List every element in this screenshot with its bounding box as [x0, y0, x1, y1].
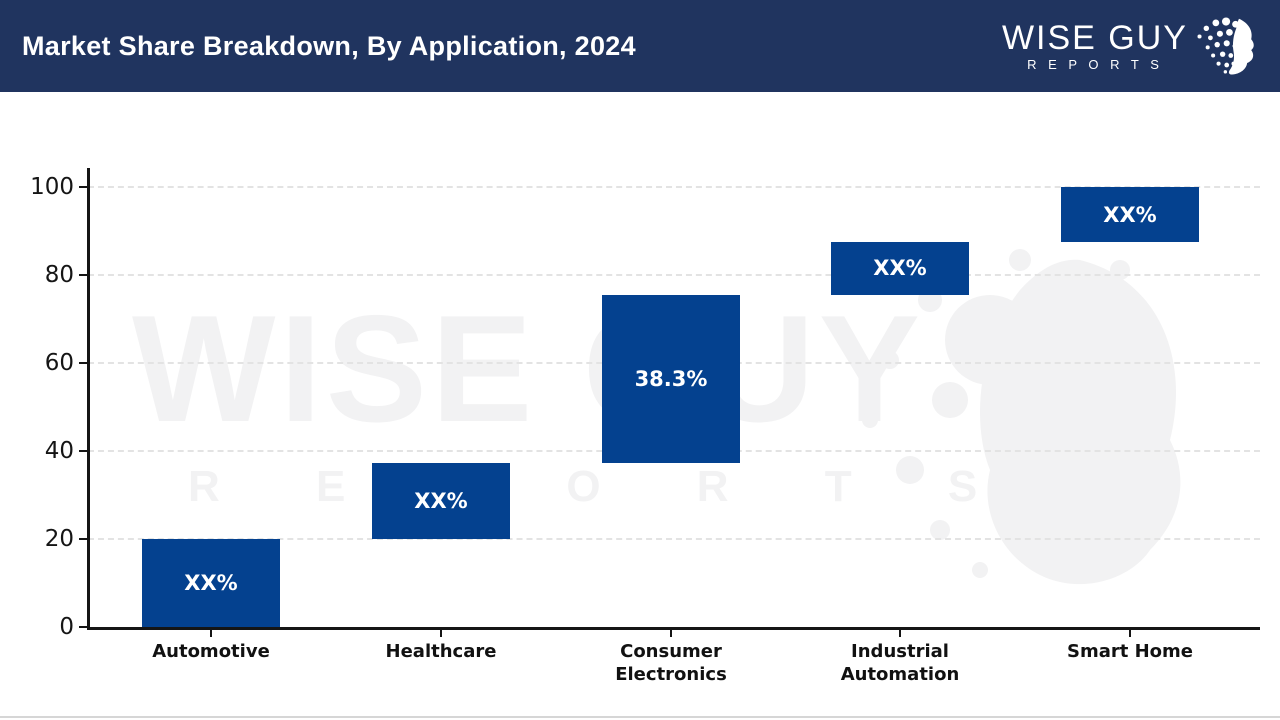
chart-title: Market Share Breakdown, By Application, …	[22, 30, 636, 61]
bar-value-label: XX%	[1103, 202, 1157, 227]
y-tick-label: 0	[59, 614, 74, 640]
bar-consumer-electronics: 38.3%	[602, 294, 740, 464]
y-tick-label: 40	[44, 438, 74, 464]
bar-automotive: XX%	[142, 539, 280, 627]
logo-face-icon	[1197, 17, 1254, 75]
x-tick-mark	[440, 630, 442, 637]
watermark-wordmark: WISE GUY	[132, 284, 925, 454]
y-tick-label: 60	[44, 350, 74, 376]
bar-smart-home: XX%	[1061, 187, 1199, 242]
y-tick-label: 80	[44, 262, 74, 288]
x-category-label: Smart Home	[1066, 641, 1193, 662]
bar-value-label: XX%	[873, 256, 927, 281]
logo-subtext: R E P O R T S	[1027, 57, 1163, 72]
bar-value-label: 38.3%	[634, 367, 708, 392]
bar-healthcare: XX%	[372, 463, 510, 539]
bottom-border	[0, 716, 1280, 718]
x-category-label: Consumer Electronics	[615, 641, 727, 685]
y-axis-line	[87, 168, 90, 630]
x-axis-line	[87, 627, 1260, 630]
x-category-label: Industrial Automation	[840, 641, 960, 685]
x-category-label: Healthcare	[385, 641, 497, 662]
header-bar: Market Share Breakdown, By Application, …	[0, 0, 1280, 92]
gridline	[88, 274, 1260, 276]
watermark-subtext: R E P O R T S	[188, 462, 1020, 511]
bar-value-label: XX%	[414, 489, 468, 514]
x-tick-mark	[210, 630, 212, 637]
logo-text: WISE GUY R E P O R T S	[1002, 20, 1188, 72]
y-tick-mark	[79, 450, 87, 452]
x-tick-mark	[899, 630, 901, 637]
y-tick-label: 20	[44, 526, 74, 552]
y-tick-mark	[79, 626, 87, 628]
gridline	[88, 186, 1260, 188]
y-tick-mark	[79, 186, 87, 188]
bar-value-label: XX%	[184, 571, 238, 595]
logo-wordmark: WISE GUY	[1001, 19, 1188, 57]
x-tick-mark	[1129, 630, 1131, 637]
y-tick-mark	[79, 362, 87, 364]
wiseguy-logo: WISE GUY R E P O R T S	[1002, 6, 1258, 86]
y-tick-label: 100	[30, 174, 74, 200]
x-tick-mark	[670, 630, 672, 637]
y-tick-mark	[79, 538, 87, 540]
y-tick-mark	[79, 274, 87, 276]
gridline	[88, 538, 1260, 540]
x-category-label: Automotive	[152, 641, 270, 662]
bar-industrial-automation: XX%	[831, 242, 969, 295]
